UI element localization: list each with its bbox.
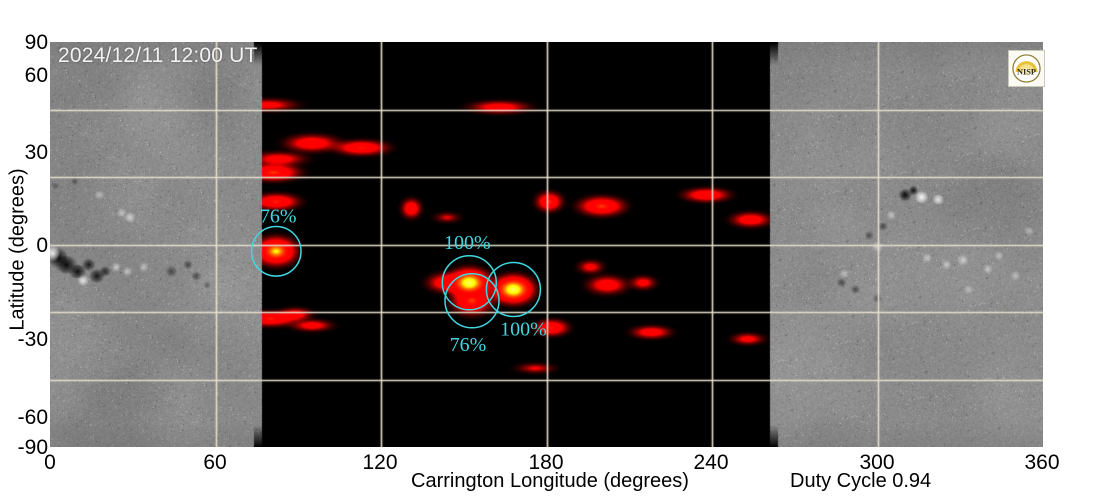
nisp-logo: NISP (1008, 50, 1045, 87)
ytick-90: 90 (24, 31, 48, 54)
xtick-180: 180 (528, 451, 564, 474)
ytick-neg30: -30 (17, 328, 48, 351)
duty-cycle-label: Duty Cycle 0.94 (790, 470, 932, 492)
xtick-0: 0 (44, 451, 56, 474)
observation-timestamp: 2024/12/11 12:00 UT (58, 44, 258, 67)
y-axis-title: Latitude (degrees) (6, 168, 29, 331)
logo-sun-core (1022, 68, 1031, 76)
xtick-300: 300 (859, 451, 895, 474)
xtick-240: 240 (693, 451, 729, 474)
ytick-0: 0 (36, 234, 48, 257)
map-canvas (50, 42, 1043, 447)
ytick-neg60: -60 (17, 406, 48, 429)
synoptic-map-plot: 76% 100% 100% 76% 2024/12/11 12:00 UT (50, 42, 1043, 447)
ytick-60: 60 (24, 64, 48, 87)
xtick-360: 360 (1024, 451, 1060, 474)
ytick-30: 30 (24, 141, 48, 164)
xtick-120: 120 (362, 451, 398, 474)
nisp-logo-graphic: NISP (1012, 54, 1041, 83)
ytick-neg90: -90 (17, 436, 48, 459)
logo-text: NISP (1017, 68, 1036, 77)
x-axis-title: Carrington Longitude (degrees) (411, 470, 689, 492)
xtick-60: 60 (203, 451, 227, 474)
